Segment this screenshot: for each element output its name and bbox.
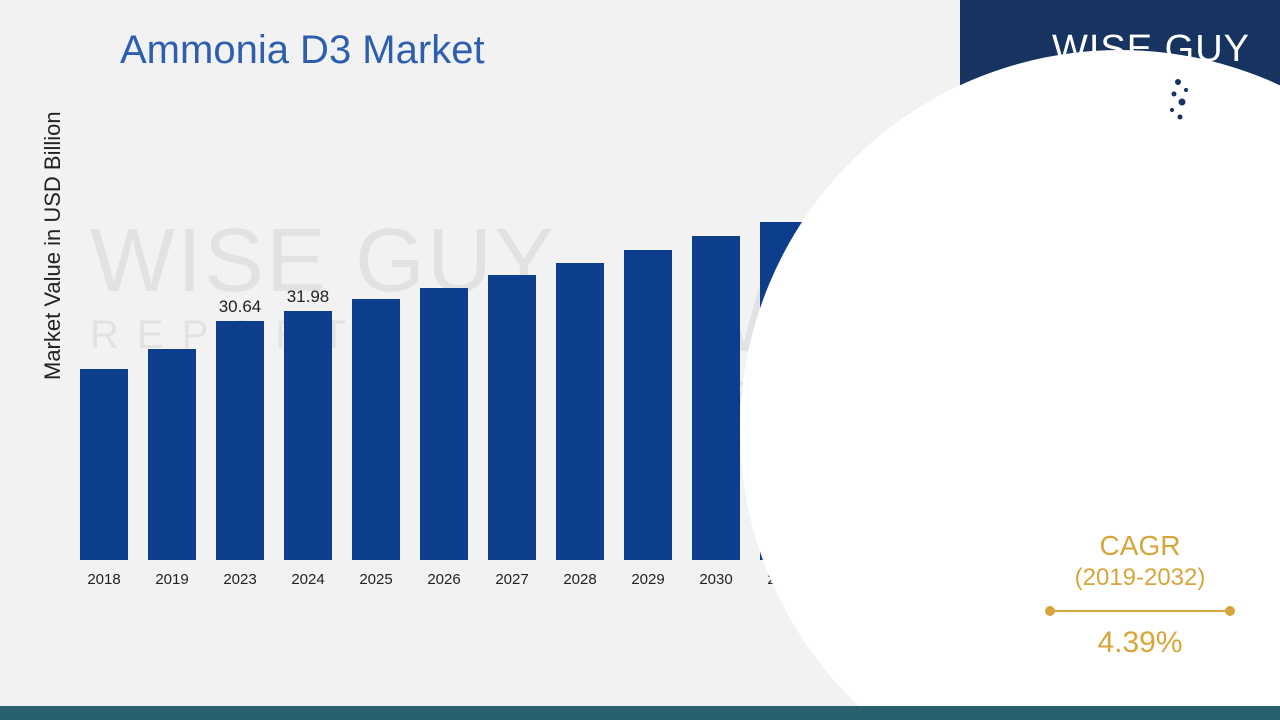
bar	[692, 236, 740, 560]
bar	[284, 311, 332, 560]
page-title: Ammonia D3 Market	[120, 28, 485, 73]
x-tick: 2019	[148, 571, 196, 588]
bar-value-label: 30.64	[216, 297, 264, 317]
x-tick: 2029	[624, 571, 672, 588]
bar-wrap	[80, 369, 128, 560]
bar-value-label: 31.98	[284, 287, 332, 307]
head-icon	[1160, 52, 1230, 142]
bar-wrap: 31.98	[284, 311, 332, 560]
bar-wrap	[420, 288, 468, 560]
x-tick: 2024	[284, 571, 332, 588]
bar-wrap	[624, 250, 672, 560]
x-tick: 2023	[216, 571, 264, 588]
bar-wrap: 30.64	[216, 321, 264, 560]
x-tick: 2028	[556, 571, 604, 588]
bar-wrap	[692, 236, 740, 560]
bar	[420, 288, 468, 560]
bar-wrap	[556, 263, 604, 560]
cagr-label: CAGR	[1000, 530, 1280, 562]
bar-wrap	[352, 299, 400, 560]
bar	[216, 321, 264, 560]
bottom-bar	[0, 706, 1280, 720]
bar-wrap	[148, 349, 196, 560]
x-tick: 2027	[488, 571, 536, 588]
cagr-block: CAGR (2019-2032) 4.39%	[1000, 530, 1280, 660]
bar	[352, 299, 400, 560]
y-axis-label: Market Value in USD Billion	[40, 111, 66, 380]
bar	[80, 369, 128, 560]
cagr-range: (2019-2032)	[1000, 564, 1280, 592]
bar-wrap	[488, 275, 536, 560]
page: Ammonia D3 Market WISE GUY REPORTS WISE …	[0, 0, 1280, 720]
bar	[624, 250, 672, 560]
x-tick: 2018	[80, 571, 128, 588]
x-tick: 2025	[352, 571, 400, 588]
bar	[556, 263, 604, 560]
bar	[148, 349, 196, 560]
cagr-divider	[1050, 610, 1230, 612]
cagr-value: 4.39%	[1000, 626, 1280, 660]
bar	[488, 275, 536, 560]
x-tick: 2030	[692, 571, 740, 588]
sidebar: WISE GUY REPORTS CAGR (2019-2032) 4.39%	[960, 0, 1280, 720]
x-tick: 2026	[420, 571, 468, 588]
brand-logo: WISE GUY REPORTS	[1052, 30, 1250, 88]
